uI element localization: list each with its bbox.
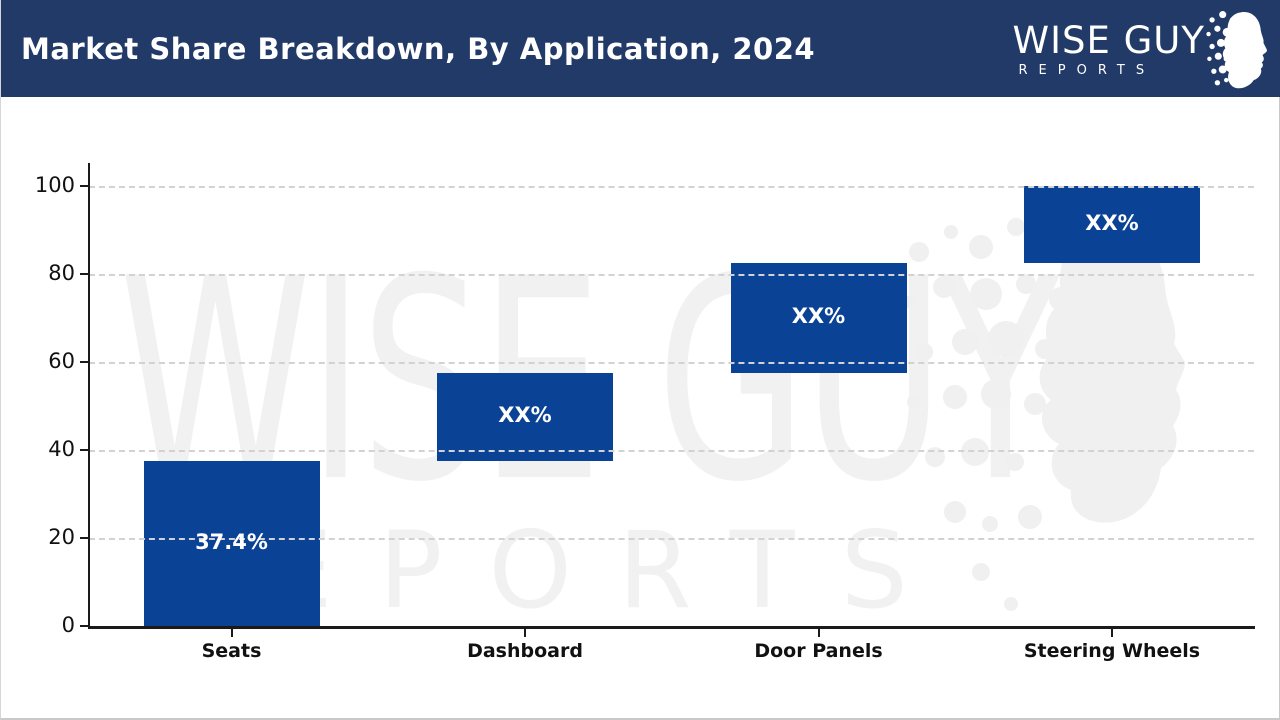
logo-wordmark: WISE GUY [1012, 19, 1205, 62]
bar-value-label: XX% [498, 403, 552, 428]
y-tick-label: 100 [34, 173, 75, 197]
logo-face-icon [1206, 11, 1267, 89]
y-tick-mark [80, 185, 88, 187]
y-tick-mark [80, 273, 88, 275]
x-category-label-dashboard: Dashboard [467, 640, 583, 662]
y-tick-label: 80 [48, 261, 75, 285]
y-tick-label: 60 [48, 349, 75, 373]
gridline-40 [89, 450, 1254, 452]
x-tick-mark [817, 629, 820, 637]
bar-dashboard [437, 373, 613, 462]
x-axis-spine [88, 626, 1255, 629]
y-tick-mark [80, 449, 88, 451]
header-bar: Market Share Breakdown, By Application, … [1, 0, 1280, 97]
x-tick-mark [1111, 629, 1113, 637]
y-tick-mark [80, 361, 88, 363]
y-tick-label: 0 [61, 613, 75, 637]
y-axis-spine [88, 163, 90, 629]
y-tick-mark [80, 625, 88, 627]
bar-value-label: 37.4% [195, 529, 268, 554]
x-category-label-door-panels: Door Panels [754, 640, 883, 662]
logo-subtitle: REPORTS [1018, 62, 1156, 78]
x-category-label-seats: Seats [201, 640, 262, 662]
watermark-face-icon [903, 218, 1185, 611]
logo-text: WISE GUY REPORTS [1012, 19, 1205, 78]
y-tick-mark [80, 537, 88, 539]
bar-value-label: XX% [1085, 210, 1139, 235]
gridline-20 [89, 538, 1254, 540]
gridline-100 [89, 186, 1254, 188]
bar-door-panels [730, 263, 907, 374]
gridline-60 [89, 362, 1254, 364]
bar-value-label: XX% [791, 304, 846, 329]
bar-seats [143, 461, 320, 626]
y-tick-label: 40 [48, 437, 75, 461]
y-tick-label: 20 [48, 525, 75, 549]
x-tick-mark [524, 629, 526, 637]
page-title: Market Share Breakdown, By Application, … [21, 31, 816, 66]
bar-steering-wheels [1024, 186, 1200, 264]
x-category-label-steering-wheels: Steering Wheels [1023, 640, 1201, 662]
x-tick-mark [230, 629, 233, 637]
gridline-80 [89, 274, 1254, 276]
wise-guy-reports-logo: WISE GUY REPORTS [1011, 5, 1267, 93]
chart-plot-area: 37.4% XX% XX% XX% 0 20 40 60 80 100 Seats Dashboard… [1, 97, 1280, 720]
